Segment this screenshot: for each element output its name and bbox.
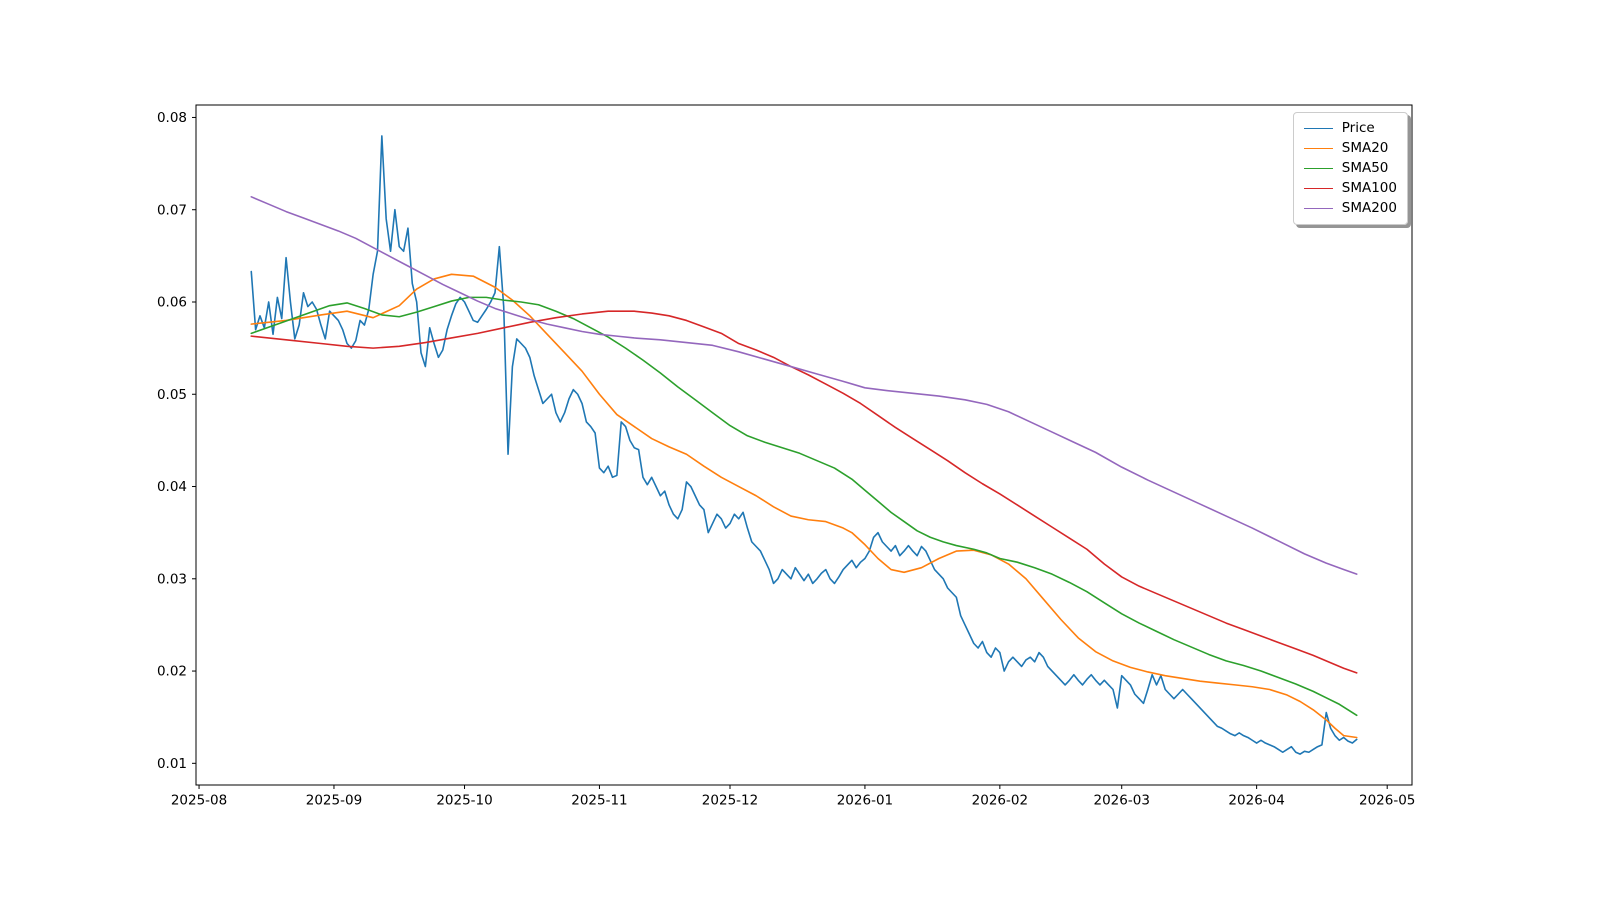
legend-swatch-sma200	[1303, 208, 1333, 209]
legend: Price SMA20 SMA50 SMA100 SMA200	[1292, 112, 1408, 225]
y-tick-label: 0.08	[157, 110, 187, 126]
x-tick-label: 2026-02	[972, 793, 1028, 809]
x-tick-label: 2025-10	[436, 793, 492, 809]
legend-item-price: Price	[1303, 120, 1397, 137]
legend-label: SMA200	[1341, 200, 1397, 216]
legend-swatch-sma100	[1303, 188, 1333, 189]
plot-frame	[195, 104, 1413, 786]
series-line-sma20	[250, 273, 1358, 739]
x-tick-label: 2025-08	[171, 793, 227, 809]
y-tick-label: 0.07	[157, 202, 187, 218]
y-tick-label: 0.04	[157, 479, 187, 495]
y-tick-label: 0.01	[157, 756, 187, 772]
x-tick-label: 2025-12	[702, 793, 758, 809]
legend-swatch-sma20	[1303, 148, 1333, 149]
x-tick-label: 2026-01	[837, 793, 893, 809]
legend-swatch-price	[1303, 128, 1333, 129]
series-line-sma50	[250, 296, 1358, 717]
y-tick-label: 0.05	[157, 387, 187, 403]
x-tick-label: 2025-11	[571, 793, 627, 809]
legend-label: SMA100	[1341, 180, 1397, 196]
x-tick-label: 2025-09	[306, 793, 362, 809]
series-line-price	[250, 135, 1358, 755]
x-tick-label: 2026-03	[1094, 793, 1150, 809]
legend-item-sma20: SMA20	[1303, 140, 1397, 157]
legend-label: Price	[1341, 120, 1375, 136]
x-tick-label: 2026-05	[1359, 793, 1415, 809]
legend-label: SMA20	[1341, 140, 1389, 156]
y-tick-label: 0.02	[157, 664, 187, 680]
y-tick-label: 0.03	[157, 571, 187, 587]
legend-item-sma200: SMA200	[1303, 200, 1397, 217]
legend-item-sma100: SMA100	[1303, 180, 1397, 197]
x-tick-label: 2026-04	[1228, 793, 1284, 809]
series-line-sma200	[250, 196, 1358, 575]
legend-item-sma50: SMA50	[1303, 160, 1397, 177]
legend-swatch-sma50	[1303, 168, 1333, 169]
y-tick-label: 0.06	[157, 295, 187, 311]
series-line-sma100	[250, 310, 1358, 674]
legend-label: SMA50	[1341, 160, 1389, 176]
